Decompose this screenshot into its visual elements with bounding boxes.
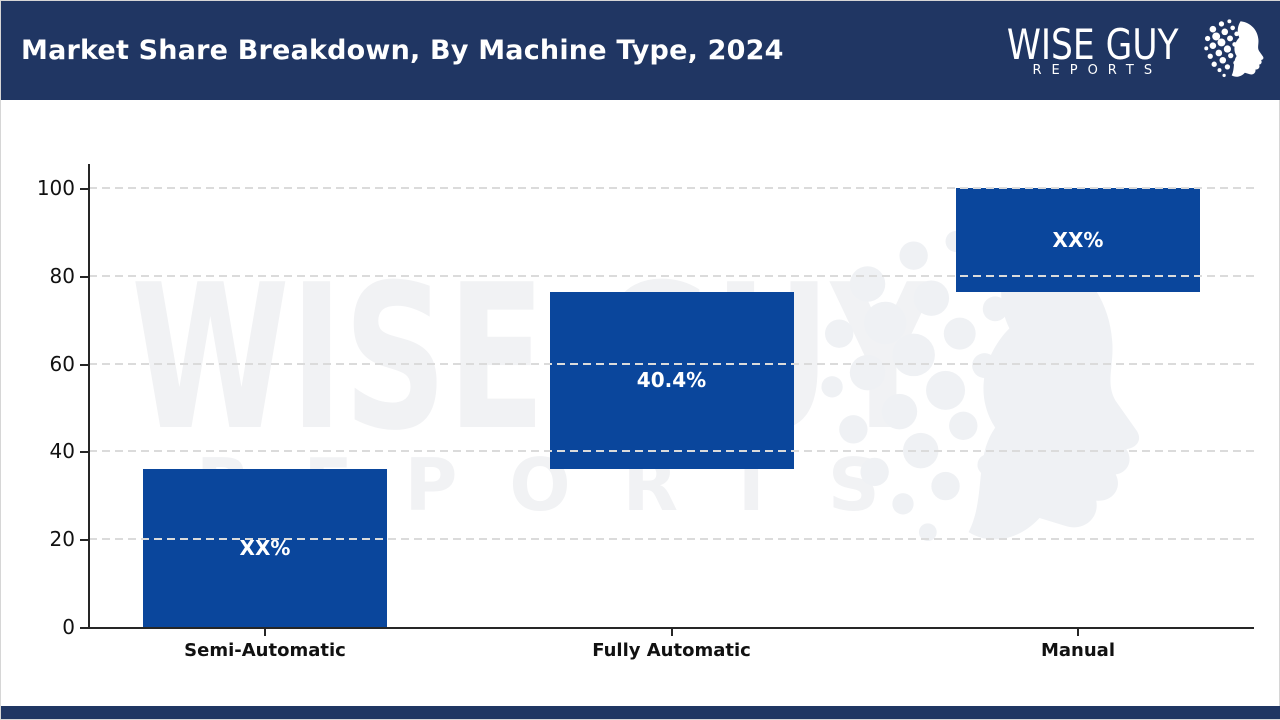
x-tick-2 (670, 629, 673, 636)
x-tick-1 (264, 629, 266, 636)
header-bar: Market Share Breakdown, By Machine Type,… (1, 1, 1280, 100)
y-tick-0 (80, 627, 88, 629)
y-tick-80 (80, 275, 88, 278)
category-label-2: Fully Automatic (592, 640, 751, 661)
footer-bar (1, 706, 1280, 719)
watermark-wordmark: WISE GUY (131, 242, 936, 475)
y-tick-label-100: 100 (36, 176, 75, 200)
bar-segment-fully-automatic: 40.4% (549, 291, 794, 469)
x-axis-line (88, 627, 1254, 629)
y-tick-label-60: 60 (49, 351, 75, 376)
bar-segment-manual: XX% (956, 188, 1200, 292)
gridline-20 (89, 538, 1254, 541)
wiseguy-face-icon (1204, 18, 1264, 77)
gridline-60 (89, 362, 1254, 365)
bar-value-label: XX% (1052, 227, 1104, 252)
y-tick-100 (80, 188, 88, 190)
y-axis-line (88, 164, 90, 629)
y-tick-label-0: 0 (62, 615, 75, 639)
gridline-80 (89, 274, 1254, 277)
logo-reports-text: REPORTS (1032, 63, 1163, 78)
logo-wordmark: WISE GUY (1006, 20, 1179, 69)
y-tick-label-80: 80 (49, 263, 75, 288)
wiseguy-logo: WISE GUY REPORTS (988, 11, 1280, 91)
bar-value-label: 40.4% (636, 368, 707, 393)
y-tick-label-20: 20 (49, 527, 75, 552)
gridline-40 (89, 450, 1254, 453)
category-label-3: Manual (1040, 640, 1115, 661)
chart-title: Market Share Breakdown, By Machine Type,… (21, 35, 784, 66)
category-label-1: Semi-Automatic (184, 640, 346, 661)
wiseguy-logo-text: WISE GUY REPORTS (988, 20, 1197, 79)
y-tick-40 (80, 451, 88, 454)
y-tick-20 (80, 539, 88, 542)
gridline-100 (89, 187, 1254, 189)
y-tick-label-40: 40 (49, 439, 75, 464)
y-tick-60 (80, 363, 88, 366)
bar-segment-semi-automatic: XX% (143, 468, 387, 627)
x-tick-3 (1077, 629, 1079, 636)
